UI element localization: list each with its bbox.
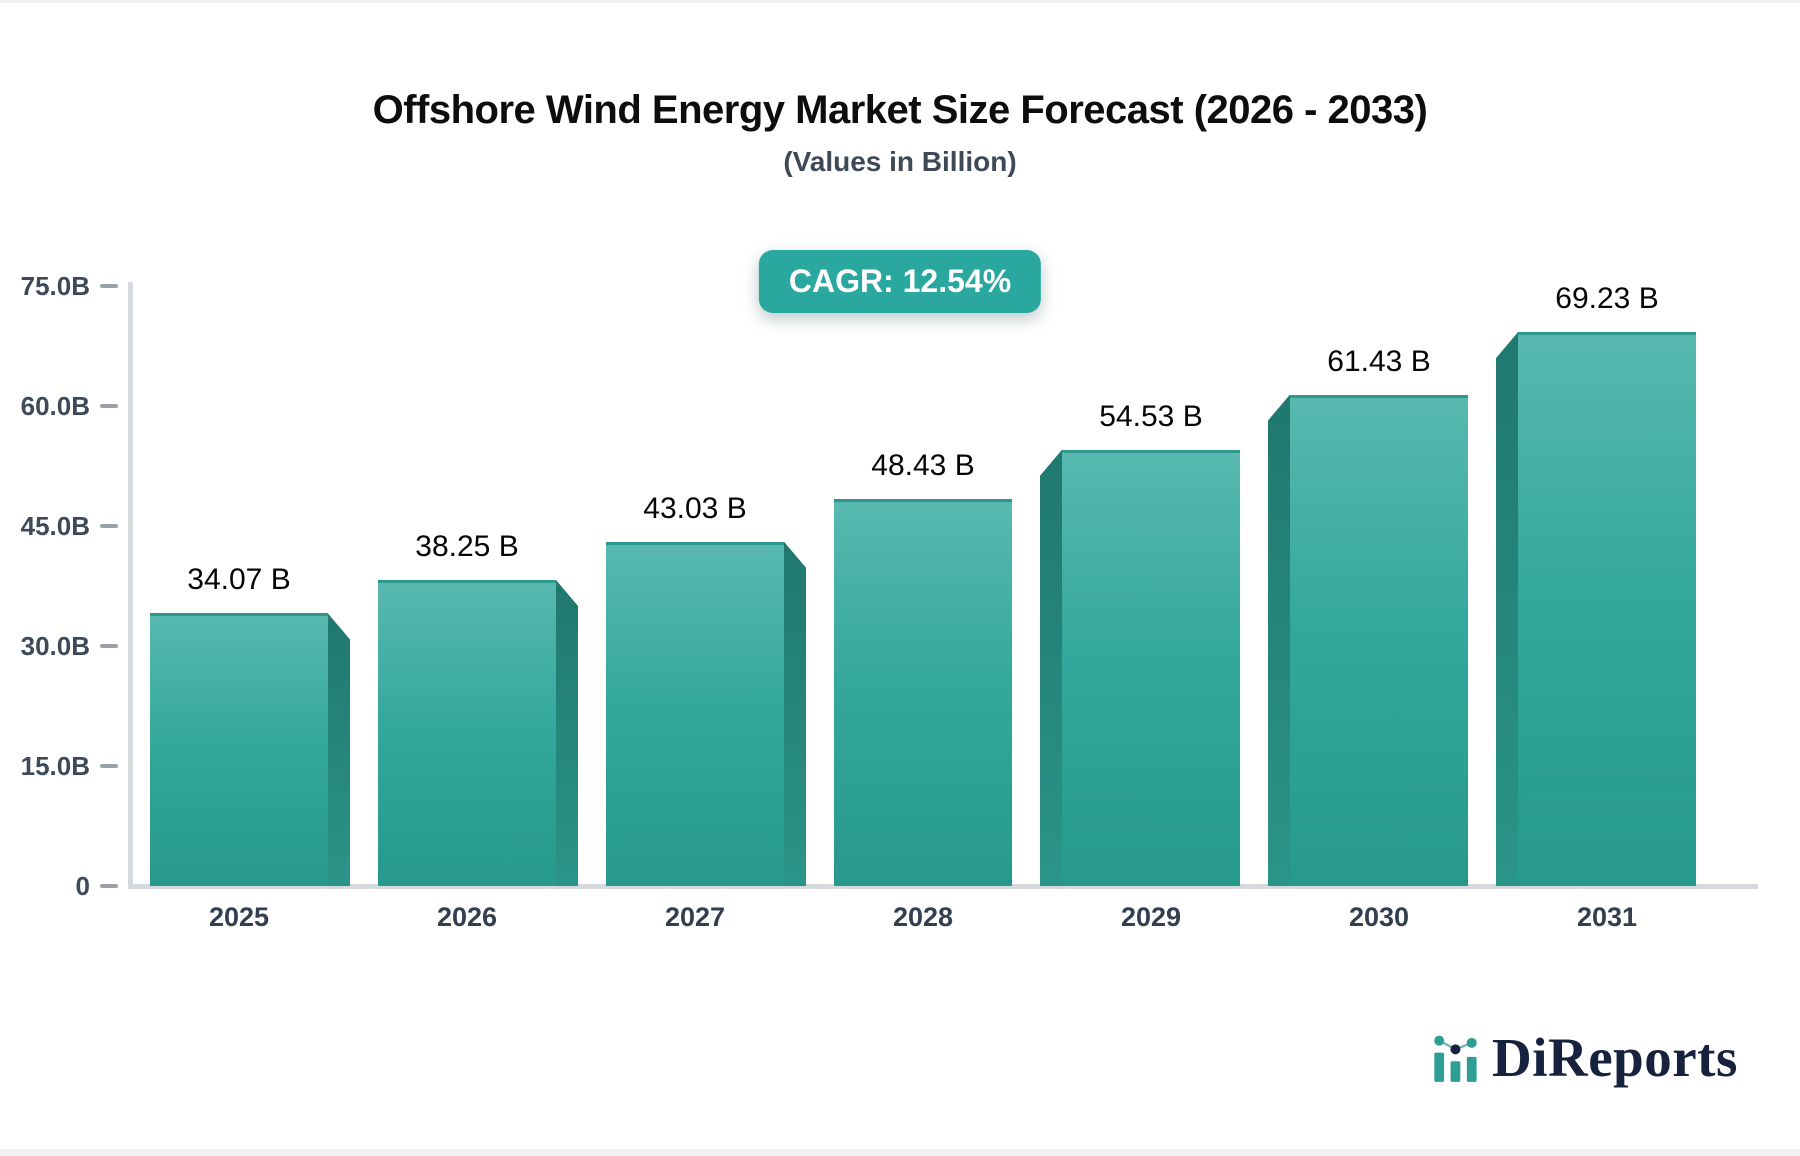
x-tick-label: 2030: [1348, 902, 1410, 932]
x-tick-label: 2026: [436, 902, 498, 932]
y-tick-mark: [100, 284, 118, 288]
x-tick-label: 2027: [664, 902, 726, 932]
bar-side-shade: [1268, 394, 1290, 886]
y-tick-mark: [100, 404, 118, 408]
y-tick-mark: [100, 764, 118, 768]
y-tick-label: 60.0B: [20, 391, 90, 421]
chart-subtitle: (Values in Billion): [783, 146, 1017, 177]
chart-title: Offshore Wind Energy Market Size Forecas…: [372, 88, 1428, 132]
top-border-band: [0, 0, 1800, 3]
bar-value-label: 54.53 B: [1099, 399, 1203, 433]
y-tick-mark: [100, 644, 118, 648]
y-axis-line: [128, 282, 133, 889]
x-tick-label: 2031: [1576, 902, 1638, 932]
y-tick-label: 0: [75, 871, 90, 901]
bar-face: [1518, 332, 1696, 886]
mini-bar-chart-icon: [1434, 1035, 1477, 1082]
bar-face: [378, 580, 556, 886]
chart-bar: [1040, 449, 1240, 886]
chart-bar: [1496, 332, 1696, 886]
bar-value-label: 69.23 B: [1555, 282, 1659, 316]
x-tick-label: 2028: [892, 902, 954, 932]
bar-side-shade: [1496, 332, 1518, 886]
bar-value-label: 61.43 B: [1327, 344, 1431, 378]
bar-value-label: 38.25 B: [415, 530, 519, 563]
bar-side-shade: [1040, 449, 1062, 886]
bar-face: [606, 541, 784, 886]
bottom-border-band: [0, 1149, 1800, 1156]
bar-side-shade: [556, 580, 578, 886]
bar-face: [1062, 449, 1240, 886]
x-axis-line: [128, 884, 1758, 889]
y-tick-label: 45.0B: [20, 511, 90, 541]
y-tick-mark: [100, 524, 118, 528]
x-tick-label: 2025: [208, 902, 270, 932]
bar-value-label: 43.03 B: [643, 491, 747, 525]
bar-face: [150, 613, 328, 886]
bar-side-shade: [328, 613, 350, 886]
bar-value-label: 34.07 B: [187, 563, 291, 597]
bar-face: [1290, 394, 1468, 886]
bar-value-label: 48.43 B: [871, 448, 975, 482]
chart-bar: [150, 613, 350, 886]
chart-bar: [1268, 394, 1468, 886]
bar-face: [834, 498, 1012, 886]
x-tick-label: 2029: [1120, 902, 1182, 932]
bar-side-shade: [784, 541, 806, 886]
brand-logo: DiReports: [1430, 1030, 1738, 1085]
chart-bar: [606, 541, 806, 886]
cagr-badge: CAGR: 12.54%: [758, 250, 1042, 313]
y-tick-label: 15.0B: [20, 751, 90, 781]
logo-text: DiReports: [1492, 1027, 1738, 1088]
y-tick-label: 75.0B: [20, 271, 90, 301]
y-tick-mark: [100, 884, 118, 888]
chart-bar: [834, 498, 1012, 886]
chart-bar: [378, 580, 578, 886]
y-tick-label: 30.0B: [20, 631, 90, 661]
